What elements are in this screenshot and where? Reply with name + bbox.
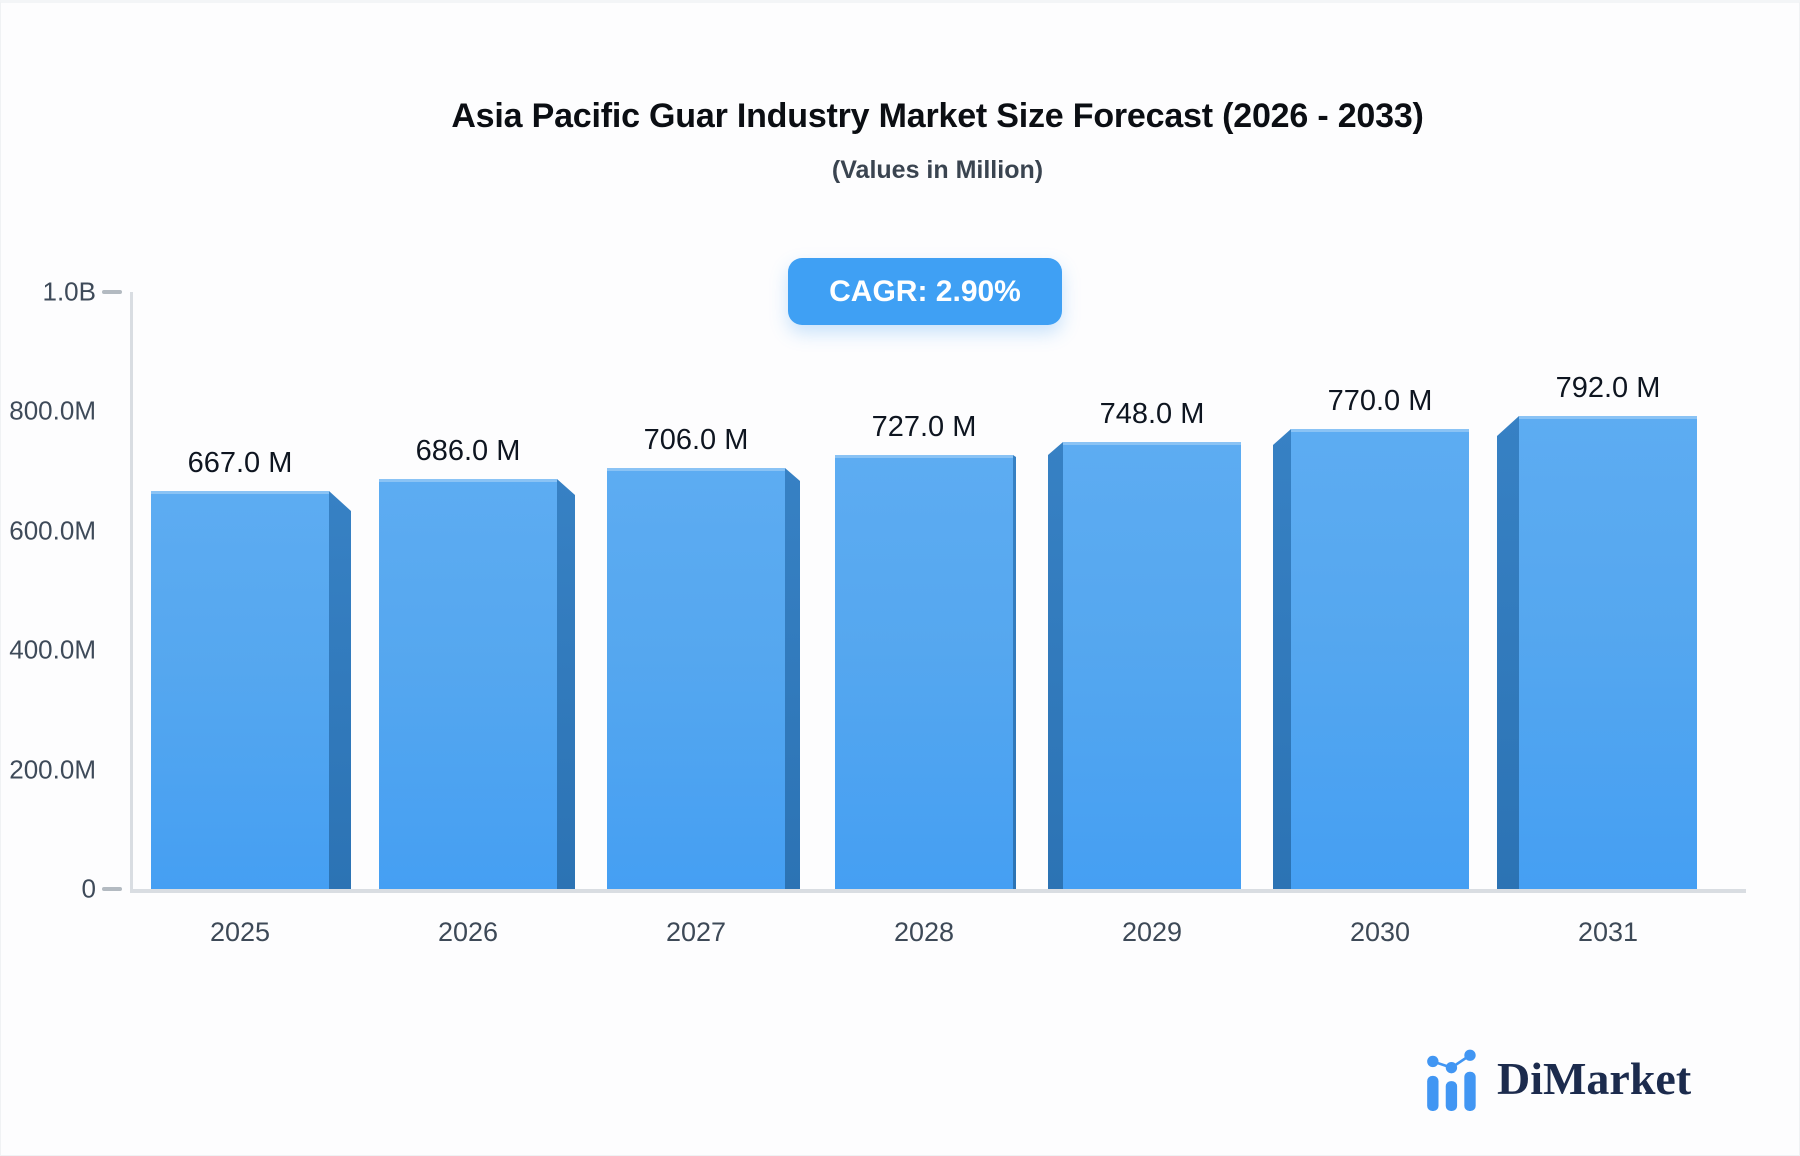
chart-subtitle: (Values in Million)	[831, 156, 1044, 184]
bar-chart-plot-area: 1.0B 800.0M 600.0M 400.0M 200.0M 0 667.0 M 2025…	[1, 3, 1799, 1155]
x-axis-label-2025: 2025	[209, 917, 271, 947]
bar-2030-3d-side	[1273, 429, 1291, 889]
bar-2031-3d-side	[1497, 416, 1519, 889]
x-axis-baseline	[130, 889, 1746, 893]
y-axis-line	[130, 292, 133, 892]
bar-2025-3d-side	[329, 491, 351, 889]
bar-value-label-2027: 706.0 M	[643, 424, 749, 456]
chart-header: Asia Pacific Guar Industry Market Size F…	[76, 97, 1799, 185]
bar-value-label-2030: 770.0 M	[1327, 385, 1433, 417]
bar-value-label-2028: 727.0 M	[871, 411, 977, 443]
y-axis-label-600.0M: 600.0M	[9, 515, 96, 546]
x-axis-label-2026: 2026	[437, 917, 499, 947]
bar-value-label-2025: 667.0 M	[187, 447, 293, 479]
bar-value-label-2026: 686.0 M	[415, 435, 521, 467]
bar-2027[interactable]	[607, 468, 785, 889]
x-axis-label-2029: 2029	[1121, 917, 1183, 947]
x-axis-label-2028: 2028	[893, 917, 955, 947]
bar-2029[interactable]	[1063, 442, 1241, 889]
bar-value-label-2029: 748.0 M	[1099, 398, 1205, 430]
x-axis-label-2030: 2030	[1349, 917, 1411, 947]
bar-2030[interactable]	[1291, 429, 1469, 889]
bar-2028-3d-side	[1013, 455, 1016, 889]
bar-2025[interactable]	[151, 491, 329, 889]
x-axis-label-2027: 2027	[665, 917, 727, 947]
y-axis-label-1.0B: 1.0B	[42, 276, 97, 307]
dimarket-logo: DiMarket	[1425, 1047, 1691, 1111]
y-axis-label-400.0M: 400.0M	[9, 634, 96, 665]
y-axis-tick	[102, 887, 122, 891]
bar-2026[interactable]	[379, 479, 557, 889]
bar-2028[interactable]	[835, 455, 1013, 889]
bar-2026-3d-side	[557, 479, 575, 889]
bar-2029-3d-side	[1048, 442, 1063, 889]
cagr-badge: CAGR: 2.90%	[788, 258, 1062, 325]
y-axis-tick	[102, 290, 122, 294]
y-axis-label-200.0M: 200.0M	[9, 754, 96, 785]
bar-2027-3d-side	[785, 468, 800, 889]
dimarket-logo-icon	[1427, 1049, 1476, 1111]
y-axis-label-0: 0	[81, 873, 96, 904]
x-axis-label-2031: 2031	[1577, 917, 1639, 947]
dimarket-logo-text: DiMarket	[1497, 1053, 1692, 1104]
bar-value-label-2031: 792.0 M	[1555, 372, 1661, 404]
y-axis-label-800.0M: 800.0M	[9, 395, 96, 426]
bar-2031[interactable]	[1519, 416, 1697, 889]
chart-title: Asia Pacific Guar Industry Market Size F…	[451, 97, 1424, 135]
